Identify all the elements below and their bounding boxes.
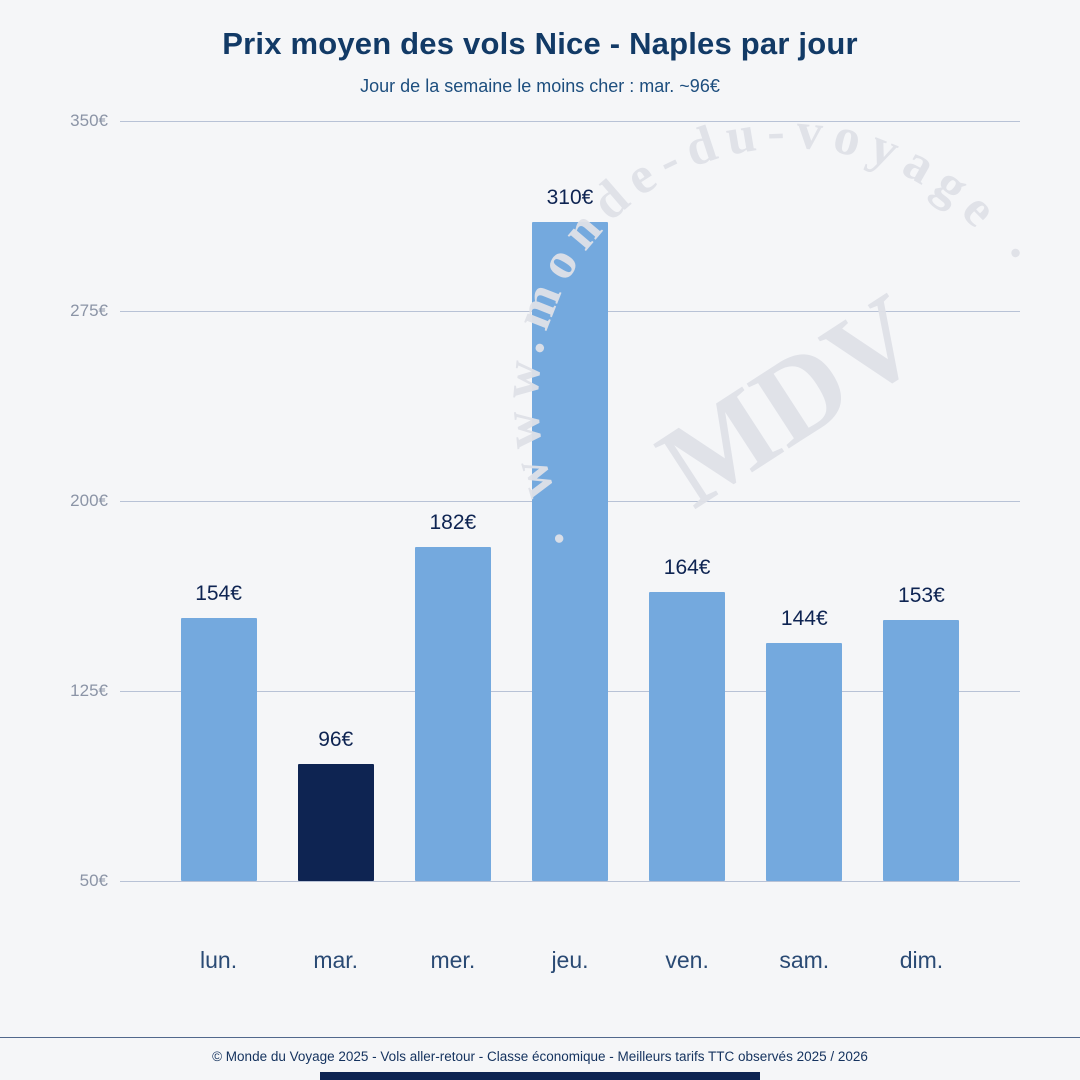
bar-slot: 164€ ven. <box>629 121 746 973</box>
bar-slot: 144€ sam. <box>746 121 863 973</box>
bar-slot: 153€ dim. <box>863 121 980 973</box>
bar-ven <box>649 592 726 881</box>
footer-divider <box>0 1037 1080 1038</box>
bar-value-label: 153€ <box>898 584 945 608</box>
x-axis-tick-label: mar. <box>313 947 359 973</box>
bar-value-label: 164€ <box>663 556 711 580</box>
bar-value-label: 154€ <box>195 581 242 605</box>
chart-title: Prix moyen des vols Nice - Naples par jo… <box>222 26 858 61</box>
bar-value-label: 96€ <box>318 728 354 752</box>
x-axis-tick-label: mer. <box>430 947 476 973</box>
y-axis-tick-label: 50€ <box>79 871 108 890</box>
bar-slot: 154€ lun. <box>160 121 277 973</box>
x-axis-tick-label: sam. <box>779 947 830 973</box>
bar-value-label: 310€ <box>546 186 594 210</box>
y-axis-tick-label: 200€ <box>70 491 108 510</box>
bar-slot: 182€ mer. <box>394 121 511 973</box>
bar-slot: 96€ mar. <box>277 121 394 973</box>
bar-dim <box>883 620 960 881</box>
x-axis-tick-label: jeu. <box>551 947 589 973</box>
bar-sam <box>766 642 843 881</box>
bar-value-label: 144€ <box>780 606 828 630</box>
gridline <box>120 121 1020 122</box>
bar-slot: 310€ jeu. <box>511 121 628 973</box>
y-axis-tick-label: 275€ <box>70 301 108 320</box>
x-axis-tick-label: dim. <box>899 947 944 973</box>
bar-jeu <box>531 222 608 881</box>
bar-mer <box>414 546 491 881</box>
chart-subtitle: Jour de la semaine le moins cher : mar. … <box>360 76 720 96</box>
x-axis-tick-label: ven. <box>665 947 709 973</box>
gridline <box>120 881 1020 882</box>
y-axis-tick-label: 125€ <box>70 681 108 700</box>
bottom-brand-bar <box>320 1072 760 1080</box>
footer-text: © Monde du Voyage 2025 - Vols aller-reto… <box>212 1049 868 1064</box>
y-axis-tick-label: 350€ <box>70 111 108 130</box>
bar-mar <box>297 764 374 881</box>
bar-lun <box>180 617 257 881</box>
plot-area: 50€ 125€ 200€ 275€ 350€ 154€ lun. 96€ mar. 182€ me… <box>70 111 1020 973</box>
bar-value-label: 182€ <box>429 510 477 534</box>
x-axis-tick-label: lun. <box>200 947 238 973</box>
